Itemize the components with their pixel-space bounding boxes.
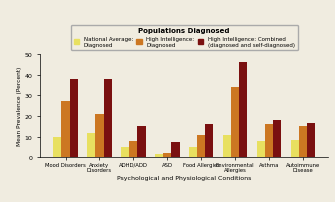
Bar	[87, 133, 95, 158]
Bar	[121, 147, 129, 158]
Bar	[155, 155, 163, 158]
Bar	[189, 147, 197, 158]
Bar	[70, 79, 78, 158]
Bar	[273, 120, 281, 158]
Bar	[137, 127, 146, 158]
Bar	[239, 63, 247, 158]
Bar	[291, 140, 299, 158]
Bar	[53, 137, 61, 158]
Bar	[129, 141, 137, 158]
Bar	[61, 102, 70, 158]
Bar	[95, 114, 104, 158]
Bar	[257, 141, 265, 158]
Bar	[197, 135, 205, 158]
Bar	[172, 142, 180, 158]
Bar	[163, 154, 172, 158]
X-axis label: Psychological and Physiological Conditions: Psychological and Physiological Conditio…	[117, 175, 252, 180]
Bar	[265, 125, 273, 158]
Bar	[299, 127, 307, 158]
Bar	[104, 79, 112, 158]
Bar	[231, 87, 239, 158]
Bar	[223, 135, 231, 158]
Bar	[307, 124, 315, 158]
Y-axis label: Mean Prevalence (Percent): Mean Prevalence (Percent)	[17, 67, 22, 146]
Legend: National Average:
Diagnosed, High Intelligence:
Diagnosed, High Intelligence: Co: National Average: Diagnosed, High Intell…	[71, 25, 297, 50]
Bar	[205, 125, 213, 158]
